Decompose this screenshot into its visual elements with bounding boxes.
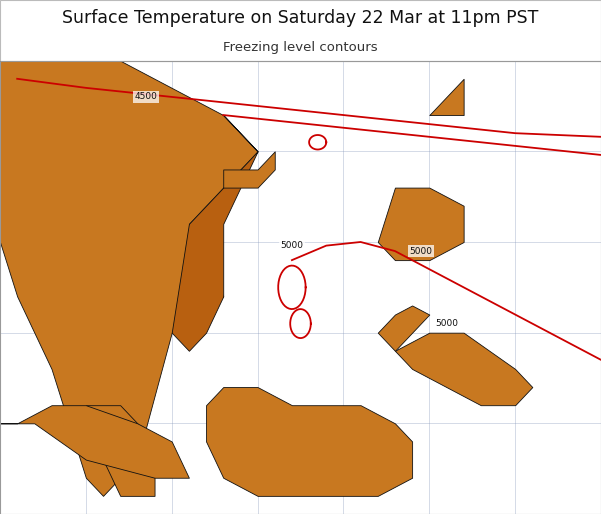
- Text: 5000: 5000: [409, 247, 432, 255]
- Text: Freezing level contours: Freezing level contours: [223, 41, 378, 54]
- Text: 5000: 5000: [281, 241, 304, 250]
- Text: 4500: 4500: [135, 93, 157, 101]
- Text: Surface Temperature on Saturday 22 Mar at 11pm PST: Surface Temperature on Saturday 22 Mar a…: [63, 9, 538, 27]
- Bar: [0, 61, 601, 514]
- Text: 5000: 5000: [435, 319, 458, 328]
